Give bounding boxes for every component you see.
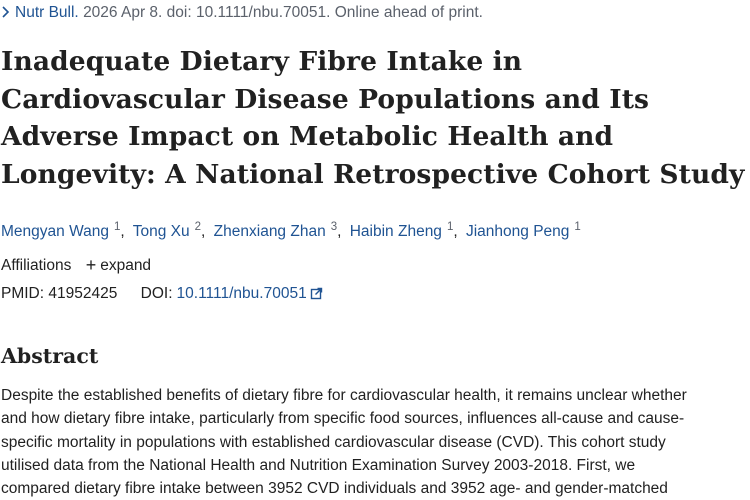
pmid-label: PMID: xyxy=(1,285,45,302)
author-item: Haibin Zheng 1, xyxy=(349,221,462,240)
author-separator: , xyxy=(337,223,342,240)
plus-icon: + xyxy=(85,255,97,275)
affiliation-number[interactable]: 1 xyxy=(446,221,454,233)
author-item: Tong Xu 2, xyxy=(132,221,210,240)
pmid-value: 41952425 xyxy=(48,285,118,302)
author-link[interactable]: Tong Xu xyxy=(132,223,190,240)
author-item: Jianhong Peng 1 xyxy=(465,221,581,240)
author-link[interactable]: Jianhong Peng xyxy=(465,223,570,240)
abstract-line: compared dietary fibre intake between 39… xyxy=(1,480,668,498)
abstract-line: utilised data from the National Health a… xyxy=(1,456,636,474)
identifiers-row: PMID: 41952425 DOI: 10.1111/nbu.70051 xyxy=(1,284,323,304)
author-link[interactable]: Zhenxiang Zhan xyxy=(213,223,326,240)
abstract-line: and how dietary fibre intake, particular… xyxy=(1,410,685,428)
citation-details: 2026 Apr 8. doi: 10.1111/nbu.70051. Onli… xyxy=(83,4,483,21)
doi-link[interactable]: 10.1111/nbu.70051 xyxy=(177,285,323,302)
citation-line: Nutr Bull. 2026 Apr 8. doi: 10.1111/nbu.… xyxy=(1,3,483,23)
doi-label: DOI: xyxy=(140,285,173,302)
affiliation-number[interactable]: 2 xyxy=(194,221,202,233)
author-link[interactable]: Haibin Zheng xyxy=(349,223,442,240)
expand-label: expand xyxy=(100,257,152,274)
affiliations-label: Affiliations xyxy=(1,257,72,274)
affiliations-row: Affiliations + expand xyxy=(1,255,151,276)
author-item: Zhenxiang Zhan 3, xyxy=(213,221,346,240)
expand-affiliations-button[interactable]: + expand xyxy=(85,255,152,275)
external-link-icon xyxy=(310,286,323,300)
author-separator: , xyxy=(201,223,206,240)
article-title: Inadequate Dietary Fibre Intake in Cardi… xyxy=(1,46,745,190)
abstract-text: Despite the established benefits of diet… xyxy=(1,384,749,500)
abstract-line: specific mortality in populations with e… xyxy=(1,433,666,451)
doi-value: 10.1111/nbu.70051 xyxy=(176,285,307,302)
chevron-right-icon[interactable] xyxy=(1,3,15,23)
author-separator: , xyxy=(120,223,125,240)
journal-link[interactable]: Nutr Bull. xyxy=(15,4,79,21)
author-link[interactable]: Mengyan Wang xyxy=(1,223,109,240)
author-item: Mengyan Wang 1, xyxy=(1,221,129,240)
abstract-line: Despite the established benefits of diet… xyxy=(1,387,687,404)
abstract-heading: Abstract xyxy=(1,344,99,368)
affiliation-number[interactable]: 3 xyxy=(330,221,338,233)
author-separator: , xyxy=(453,223,458,240)
author-list: Mengyan Wang 1, Tong Xu 2, Zhenxiang Zhan 3… xyxy=(1,216,581,243)
affiliation-number[interactable]: 1 xyxy=(574,221,581,233)
affiliation-number[interactable]: 1 xyxy=(114,221,121,233)
